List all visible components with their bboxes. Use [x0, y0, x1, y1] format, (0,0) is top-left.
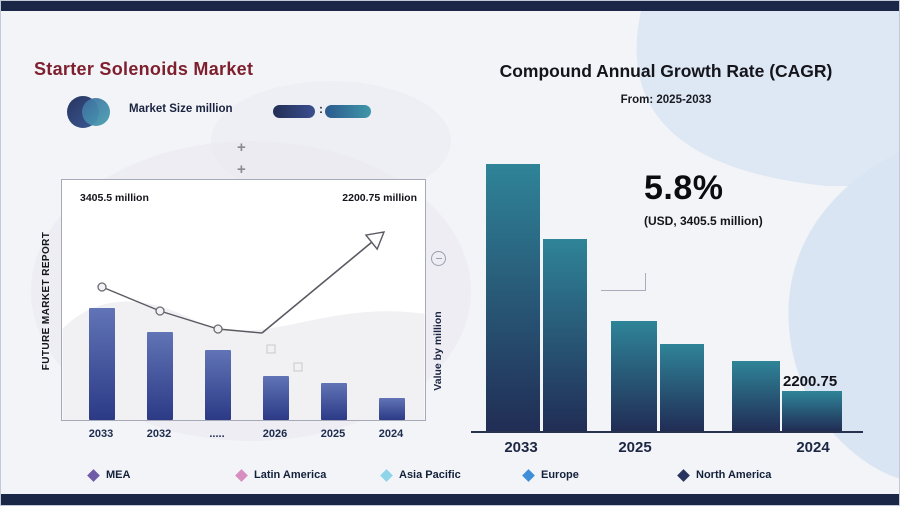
right-chart-bar	[486, 164, 540, 431]
left-chart-bar	[379, 398, 405, 420]
right-chart-y-axis-title: Value by million	[432, 311, 444, 391]
left-chart-x-label: 2024	[378, 428, 404, 440]
legend-diamond-icon	[522, 468, 535, 482]
left-chart-bar	[147, 332, 173, 420]
left-chart-bar	[205, 350, 231, 420]
legend-diamond-icon	[380, 468, 393, 482]
legend-item-asia-pacific: Asia Pacific	[380, 468, 461, 482]
left-chart-x-label: 2033	[88, 428, 114, 440]
cagr-block: 5.8% (USD, 3405.5 million)	[644, 169, 854, 228]
plus-decoration: +	[237, 139, 246, 156]
right-chart-x-label: 2024	[796, 439, 830, 456]
top-band	[1, 1, 899, 11]
right-chart-bar	[732, 361, 780, 431]
legend-item-europe: Europe	[522, 468, 579, 482]
cagr-value: 5.8%	[644, 169, 724, 207]
left-chart-bar	[89, 308, 115, 420]
right-chart	[471, 161, 863, 433]
right-chart-bar	[782, 391, 842, 431]
left-chart-x-axis: 2033 2032..... 2026 2025 2024	[61, 428, 426, 444]
right-chart-bar	[611, 321, 657, 431]
bottom-band	[1, 494, 899, 505]
left-chart-x-label: 2025	[320, 428, 346, 440]
region-legend: MEA Latin America Asia Pacific Europe North …	[1, 465, 899, 491]
decor-pill-gradient	[325, 105, 371, 118]
legend-item-mea: MEA	[87, 468, 131, 482]
decor-circle-icon	[431, 251, 446, 266]
left-chart-bars	[62, 180, 425, 420]
left-chart: 3405.5 million 2200.75 million	[61, 179, 426, 421]
legend-item-latin-america: Latin America	[235, 468, 327, 482]
value-callout-2024: 2200.75	[783, 373, 838, 390]
left-title: Starter Solenoids Market	[34, 59, 254, 79]
legend-label: Asia Pacific	[399, 469, 461, 481]
market-size-label: Market Size million	[129, 103, 233, 115]
start-value-annotation: 3405.5 million	[80, 192, 149, 204]
decor-bracket-line	[601, 273, 646, 291]
right-subtitle: From: 2025-2033	[620, 94, 712, 106]
left-chart-y-axis-title: FUTURE MARKET REPORT	[40, 231, 52, 371]
right-chart-x-label: 2025	[618, 439, 652, 456]
decor-pill-dark	[273, 105, 315, 118]
legend-label: MEA	[106, 469, 131, 481]
right-chart-x-axis: 2033 2025 2024	[471, 439, 863, 459]
right-chart-bar	[660, 344, 704, 431]
right-chart-bar	[543, 239, 587, 431]
legend-label: Latin America	[254, 469, 327, 481]
legend-item-north-america: North America	[677, 468, 772, 482]
legend-label: North America	[696, 469, 772, 481]
cagr-usd-note: (USD, 3405.5 million)	[644, 214, 763, 228]
left-chart-x-label: 2026	[262, 428, 288, 440]
left-chart-bar	[263, 376, 289, 420]
left-chart-bar	[321, 383, 347, 420]
legend-diamond-icon	[235, 468, 248, 482]
left-chart-x-label: 2032	[146, 428, 172, 440]
plus-decoration: +	[237, 161, 246, 178]
legend-label: Europe	[541, 469, 579, 481]
market-size-icon	[67, 96, 110, 128]
left-chart-x-label: .....	[209, 428, 225, 440]
pill-separator: :	[319, 102, 323, 116]
legend-diamond-icon	[677, 468, 690, 482]
end-value-annotation: 2200.75 million	[342, 192, 417, 204]
legend-diamond-icon	[87, 468, 100, 482]
right-chart-baseline	[471, 431, 863, 433]
trend-line-with-arrow	[97, 231, 386, 372]
right-chart-x-label: 2033	[504, 439, 538, 456]
right-title: Compound Annual Growth Rate (CAGR)	[499, 61, 833, 81]
